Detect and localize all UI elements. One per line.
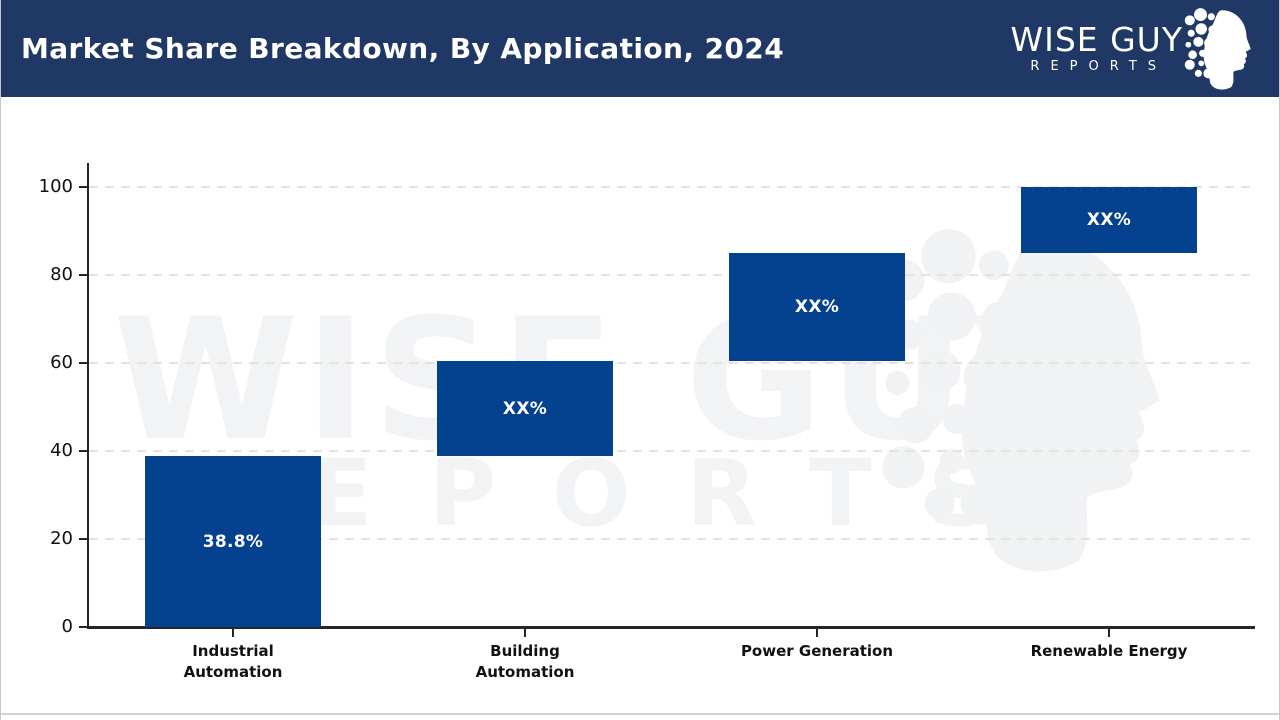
x-tick-mark-building-automation <box>524 629 526 637</box>
x-axis-line <box>87 626 1255 629</box>
gridline-80 <box>89 274 1255 276</box>
bar-renewable-energy: XX% <box>1021 187 1197 253</box>
x-tick-mark-industrial-automation <box>232 629 234 637</box>
x-tick-mark-power-generation <box>816 629 818 637</box>
x-tick-mark-renewable-energy <box>1108 629 1110 637</box>
y-tick-mark-0 <box>79 626 87 628</box>
y-tick-mark-80 <box>79 274 87 276</box>
x-category-label-industrial-automation: Industrial Automation <box>183 642 283 681</box>
x-category-label-renewable-energy: Renewable Energy <box>1030 642 1188 660</box>
bar-value-label: XX% <box>794 296 840 317</box>
logo-text-block: WISE GUY REPORTS <box>1010 19 1183 75</box>
gridline-40 <box>89 450 1255 452</box>
y-tick-mark-100 <box>79 186 87 188</box>
bar-value-label: XX% <box>502 398 548 419</box>
bar-value-label: XX% <box>1086 209 1132 230</box>
bar-industrial-automation: 38.8% <box>145 456 321 627</box>
y-tick-label-40: 40 <box>50 440 73 461</box>
y-axis-line <box>87 163 89 628</box>
y-tick-label-100: 100 <box>38 176 73 197</box>
brand-logo: WISE GUY REPORTS <box>1010 6 1265 92</box>
y-tick-label-0: 0 <box>61 616 73 637</box>
y-tick-mark-20 <box>79 538 87 540</box>
x-category-label-building-automation: Building Automation <box>475 642 575 681</box>
header-bar: Market Share Breakdown, By Application, … <box>1 0 1279 97</box>
gridline-100 <box>89 186 1255 188</box>
y-tick-mark-60 <box>79 362 87 364</box>
y-tick-mark-40 <box>79 450 87 452</box>
gridline-60 <box>89 362 1255 364</box>
logo-reports-label: REPORTS <box>1030 59 1168 75</box>
logo-head-icon <box>1184 7 1251 90</box>
logo-wordmark: WISE GUY <box>1010 19 1183 59</box>
gridline-20 <box>89 538 1255 540</box>
bar-value-label: 38.8% <box>202 531 264 552</box>
x-category-label-power-generation: Power Generation <box>740 642 894 660</box>
watermark-head-icon <box>882 229 1160 572</box>
bar-power-generation: XX% <box>729 252 905 361</box>
page-title: Market Share Breakdown, By Application, … <box>21 32 785 65</box>
y-tick-label-80: 80 <box>50 264 73 285</box>
y-tick-label-20: 20 <box>50 528 73 549</box>
bar-building-automation: XX% <box>437 360 613 457</box>
y-tick-label-60: 60 <box>50 352 73 373</box>
